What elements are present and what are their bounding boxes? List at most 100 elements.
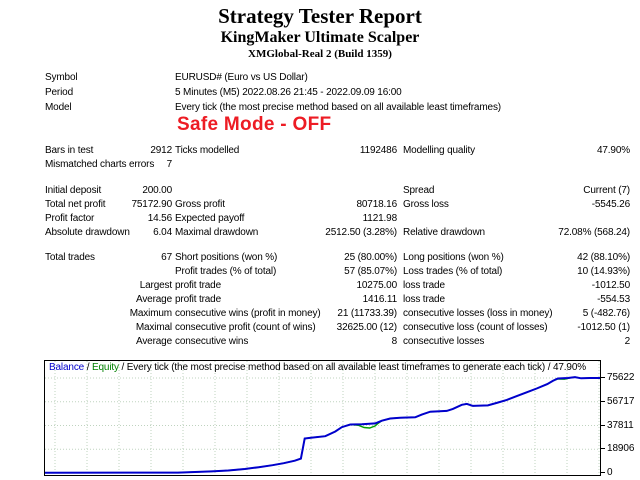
y-tick-mark <box>601 377 605 378</box>
stat-value: 72.08% (568.24) <box>558 227 630 238</box>
stat-label: Total trades <box>45 252 95 263</box>
stat-label: Profit factor <box>45 213 95 224</box>
balance-series-line <box>45 376 600 474</box>
stat-label: loss trade <box>403 280 445 291</box>
stat-label: profit trade <box>175 280 222 291</box>
page-title: Strategy Tester Report <box>218 4 422 28</box>
stat-value: -5545.26 <box>591 199 630 210</box>
stat-label: consecutive losses (loss in money) <box>403 308 553 319</box>
info-label: Symbol <box>45 72 78 83</box>
report-row: Average consecutive wins 8 consecutive loss… <box>0 335 640 349</box>
stat-value: 8 <box>391 336 398 347</box>
info-label: Model <box>45 102 72 113</box>
stat-value: 10 (14.93%) <box>577 266 630 277</box>
stat-value: 1192486 <box>359 145 397 156</box>
stat-label: Absolute drawdown <box>45 227 130 238</box>
report-row: Total trades 67 Short positions (won %) 25 … <box>0 251 640 265</box>
stat-label: Profit trades (% of total) <box>175 266 277 277</box>
stat-value: Average <box>135 336 172 347</box>
stat-value: -554.53 <box>597 294 630 305</box>
stat-value: 2 <box>624 336 631 347</box>
report-row: Largest profit trade 10275.00 loss trade -10… <box>0 279 640 293</box>
stat-label: Initial deposit <box>45 185 102 196</box>
stat-value: 2512.50 (3.28%) <box>325 227 397 238</box>
stat-label: Bars in test <box>45 145 94 156</box>
stat-label: Mismatched charts errors <box>45 159 155 170</box>
chart-legend: Balance / Equity / Every tick (the most … <box>49 362 586 374</box>
stat-value: Largest <box>139 280 172 291</box>
stat-label: Expected payoff <box>175 213 245 224</box>
stat-value: 2912 <box>150 145 172 156</box>
stat-label: Spread <box>403 185 435 196</box>
stat-value: 21 (11733.39) <box>337 308 397 319</box>
info-value: Every tick (the most precise method base… <box>175 102 501 113</box>
stat-value: 57 (85.07%) <box>344 266 397 277</box>
stat-label: consecutive wins (profit in money) <box>175 308 321 319</box>
legend-item: 47.90% <box>552 362 586 373</box>
legend-separator: / <box>545 362 553 373</box>
y-axis-label: 18906 <box>607 443 635 454</box>
report-row: Bars in test 2912 Ticks modelled 1192486 Mod… <box>0 144 640 158</box>
report-row: Maximum consecutive wins (profit in money… <box>0 307 640 321</box>
stat-value: 5 (-482.76) <box>582 308 630 319</box>
stat-value: 1121.98 <box>362 213 398 224</box>
report-row: Profit factor 14.56 Expected payoff 1121.98 <box>0 212 640 226</box>
report-row: Total net profit 75172.90 Gross profit 8071… <box>0 198 640 212</box>
stat-label: consecutive wins <box>175 336 249 347</box>
stat-value: 6.04 <box>153 227 172 238</box>
y-axis-label: 56717 <box>607 396 635 407</box>
legend-item: Balance <box>49 362 85 373</box>
report-row: Maximal consecutive profit (count of wins… <box>0 321 640 335</box>
stat-value: 1416.11 <box>362 294 398 305</box>
chart-plot-area <box>45 361 600 475</box>
report-row: Symbol EURUSD# (Euro vs US Dollar) <box>0 71 640 85</box>
stat-value: -1012.50 (1) <box>577 322 630 333</box>
report-row: Absolute drawdown 6.04 Maximal drawdown 251… <box>0 226 640 240</box>
safe-mode-banner: Safe Mode - OFF <box>177 114 332 135</box>
stat-label: consecutive losses <box>403 336 485 347</box>
report-row: Period 5 Minutes (M5) 2022.08.26 21:45 - … <box>0 86 640 100</box>
y-axis-label: 37811 <box>607 420 634 431</box>
stat-label: loss trade <box>403 294 445 305</box>
stat-value: 32625.00 (12) <box>336 322 397 333</box>
y-tick-mark <box>601 425 605 426</box>
stat-label: Loss trades (% of total) <box>403 266 503 277</box>
balance-equity-chart: Balance / Equity / Every tick (the most … <box>44 360 601 476</box>
stat-label: Gross loss <box>403 199 449 210</box>
stat-value: 47.90% <box>596 145 630 156</box>
y-tick-mark <box>601 448 605 449</box>
stat-value: Current (7) <box>583 185 630 196</box>
stat-value: 75172.90 <box>131 199 172 210</box>
legend-separator: / <box>118 362 127 373</box>
report-row: Model Every tick (the most precise method… <box>0 101 640 115</box>
stat-label: consecutive loss (count of losses) <box>403 322 548 333</box>
stat-value: 14.56 <box>147 213 172 224</box>
y-axis-label: 0 <box>607 467 613 478</box>
stat-label: Ticks modelled <box>175 145 240 156</box>
stat-label: Long positions (won %) <box>403 252 504 263</box>
info-value: EURUSD# (Euro vs US Dollar) <box>175 72 308 83</box>
stat-label: consecutive profit (count of wins) <box>175 322 316 333</box>
expert-name: KingMaker Ultimate Scalper <box>220 29 420 46</box>
stat-value: 10275.00 <box>356 280 397 291</box>
stat-value: Average <box>135 294 172 305</box>
stat-label: Modelling quality <box>403 145 475 156</box>
report-row: Average profit trade 1416.11 loss trade -554… <box>0 293 640 307</box>
stat-label: Total net profit <box>45 199 106 210</box>
stat-label: Gross profit <box>175 199 225 210</box>
y-tick-mark <box>601 401 605 402</box>
legend-item: Every tick (the most precise method base… <box>126 362 546 373</box>
legend-item: Equity <box>91 362 119 373</box>
report-row: Profit trades (% of total) 57 (85.07%) Los… <box>0 265 640 279</box>
stat-label: profit trade <box>175 294 222 305</box>
legend-separator: / <box>84 362 92 373</box>
stat-value: 80718.16 <box>356 199 397 210</box>
stat-value: -1012.50 <box>591 280 630 291</box>
report-row: Initial deposit 200.00 Spread Current (7) <box>0 184 640 198</box>
server-build-line: XMGlobal-Real 2 (Build 1359) <box>248 48 392 60</box>
stat-value: 67 <box>161 252 172 263</box>
report-row: Mismatched charts errors 7 <box>0 158 640 172</box>
stat-label: Short positions (won %) <box>175 252 278 263</box>
stat-value: 42 (88.10%) <box>577 252 630 263</box>
